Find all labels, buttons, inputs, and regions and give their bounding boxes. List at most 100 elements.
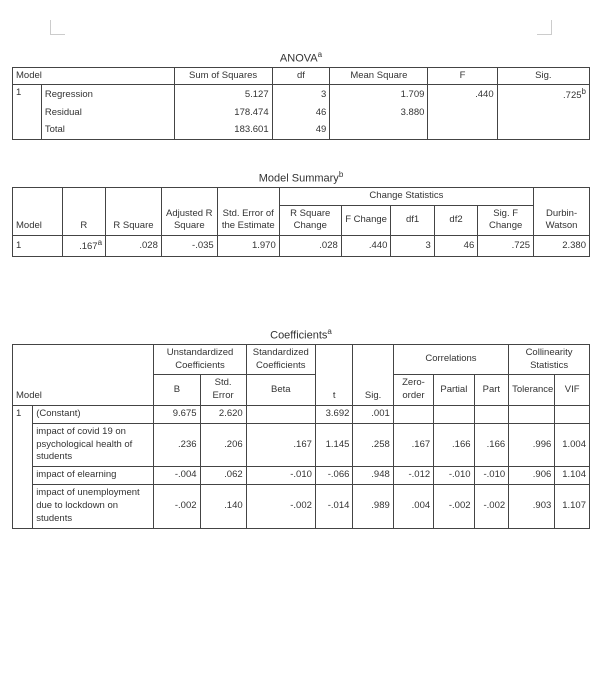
cell: 49 bbox=[272, 122, 330, 139]
col-header: Model bbox=[13, 187, 63, 235]
cell bbox=[555, 406, 590, 424]
cell: .236 bbox=[154, 423, 200, 466]
cell: 3.692 bbox=[315, 406, 353, 424]
cell: -.002 bbox=[246, 485, 315, 528]
cell: .004 bbox=[393, 485, 433, 528]
table-row: impact of covid 19 on psychological heal… bbox=[13, 423, 590, 466]
cell: .167a bbox=[62, 236, 105, 257]
cell: -.002 bbox=[154, 485, 200, 528]
cell: 178.474 bbox=[174, 105, 272, 122]
group-header: Change Statistics bbox=[279, 187, 533, 205]
cell: -.010 bbox=[434, 467, 474, 485]
cell: 46 bbox=[272, 105, 330, 122]
cell: 46 bbox=[434, 236, 477, 257]
crop-mark-tr bbox=[537, 20, 552, 35]
cell: .001 bbox=[353, 406, 393, 424]
table-row: 1 Regression 5.127 3 1.709 .440 .725b bbox=[13, 85, 590, 105]
table-row: 1 .167a .028 -.035 1.970 .028 .440 3 46 … bbox=[13, 236, 590, 257]
cell: 1.145 bbox=[315, 423, 353, 466]
cell: -.004 bbox=[154, 467, 200, 485]
table-row: Model Unstandardized Coefficients Standa… bbox=[13, 344, 590, 375]
cell: .206 bbox=[200, 423, 246, 466]
row-label: (Constant) bbox=[33, 406, 154, 424]
cell: .903 bbox=[509, 485, 555, 528]
col-header: Model bbox=[13, 344, 154, 405]
cell bbox=[330, 122, 428, 139]
col-header: Durbin-Watson bbox=[534, 187, 590, 235]
cell: 1.104 bbox=[555, 467, 590, 485]
cell: 1.709 bbox=[330, 85, 428, 105]
group-header: Unstandardized Coefficients bbox=[154, 344, 246, 375]
col-header: R bbox=[62, 187, 105, 235]
cell: .989 bbox=[353, 485, 393, 528]
col-header: Beta bbox=[246, 375, 315, 406]
col-header: Sum of Squares bbox=[174, 67, 272, 85]
cell bbox=[497, 105, 589, 122]
row-label: impact of covid 19 on psychological heal… bbox=[33, 423, 154, 466]
group-header: Collinearity Statistics bbox=[509, 344, 590, 375]
cell: 1 bbox=[13, 236, 63, 257]
cell: 3.880 bbox=[330, 105, 428, 122]
cell: 1.107 bbox=[555, 485, 590, 528]
col-header: Zero-order bbox=[393, 375, 433, 406]
col-header: Tolerance bbox=[509, 375, 555, 406]
cell bbox=[497, 122, 589, 139]
cell: .166 bbox=[474, 423, 509, 466]
cell: -.010 bbox=[474, 467, 509, 485]
table-row: impact of unemployment due to lockdown o… bbox=[13, 485, 590, 528]
table-row: 1 (Constant) 9.675 2.620 3.692 .001 bbox=[13, 406, 590, 424]
table-row: Total 183.601 49 bbox=[13, 122, 590, 139]
row-label: Residual bbox=[41, 105, 174, 122]
col-header: Part bbox=[474, 375, 509, 406]
cell: 2.620 bbox=[200, 406, 246, 424]
cell: -.066 bbox=[315, 467, 353, 485]
cell bbox=[428, 105, 497, 122]
cell bbox=[428, 122, 497, 139]
cell bbox=[474, 406, 509, 424]
col-header: F bbox=[428, 67, 497, 85]
anova-title: ANOVAa bbox=[12, 50, 590, 65]
cell: 1.004 bbox=[555, 423, 590, 466]
col-header: df2 bbox=[434, 205, 477, 236]
col-header: R Square bbox=[106, 187, 162, 235]
cell: 3 bbox=[391, 236, 434, 257]
col-header: t bbox=[315, 344, 353, 405]
cell: 9.675 bbox=[154, 406, 200, 424]
col-header: Std. Error of the Estimate bbox=[217, 187, 279, 235]
cell: .258 bbox=[353, 423, 393, 466]
col-header: Partial bbox=[434, 375, 474, 406]
model-summary-table: Model R R Square Adjusted R Square Std. … bbox=[12, 187, 590, 257]
anova-table: Model Sum of Squares df Mean Square F Si… bbox=[12, 67, 590, 140]
cell: .948 bbox=[353, 467, 393, 485]
cell: .440 bbox=[428, 85, 497, 105]
col-header: Sig. F Change bbox=[478, 205, 534, 236]
row-label: Total bbox=[41, 122, 174, 139]
cell: .028 bbox=[106, 236, 162, 257]
cell: -.014 bbox=[315, 485, 353, 528]
col-header: B bbox=[154, 375, 200, 406]
col-header: Model bbox=[13, 67, 175, 85]
cell: .167 bbox=[393, 423, 433, 466]
col-header: df1 bbox=[391, 205, 434, 236]
cell: -.012 bbox=[393, 467, 433, 485]
col-header: Sig. bbox=[353, 344, 393, 405]
cell: -.002 bbox=[474, 485, 509, 528]
col-header: Std. Error bbox=[200, 375, 246, 406]
coefficients-table: Model Unstandardized Coefficients Standa… bbox=[12, 344, 590, 529]
model-no: 1 bbox=[13, 85, 42, 140]
cell: 183.601 bbox=[174, 122, 272, 139]
col-header: Mean Square bbox=[330, 67, 428, 85]
col-header: F Change bbox=[341, 205, 391, 236]
cell bbox=[509, 406, 555, 424]
cell: .140 bbox=[200, 485, 246, 528]
row-label: impact of unemployment due to lockdown o… bbox=[33, 485, 154, 528]
msum-title: Model Summaryb bbox=[12, 170, 590, 185]
model-no: 1 bbox=[13, 406, 33, 529]
table-row: Model Sum of Squares df Mean Square F Si… bbox=[13, 67, 590, 85]
group-header: Correlations bbox=[393, 344, 508, 375]
cell bbox=[434, 406, 474, 424]
cell bbox=[246, 406, 315, 424]
cell: 1.970 bbox=[217, 236, 279, 257]
col-header: R Square Change bbox=[279, 205, 341, 236]
col-header: VIF bbox=[555, 375, 590, 406]
